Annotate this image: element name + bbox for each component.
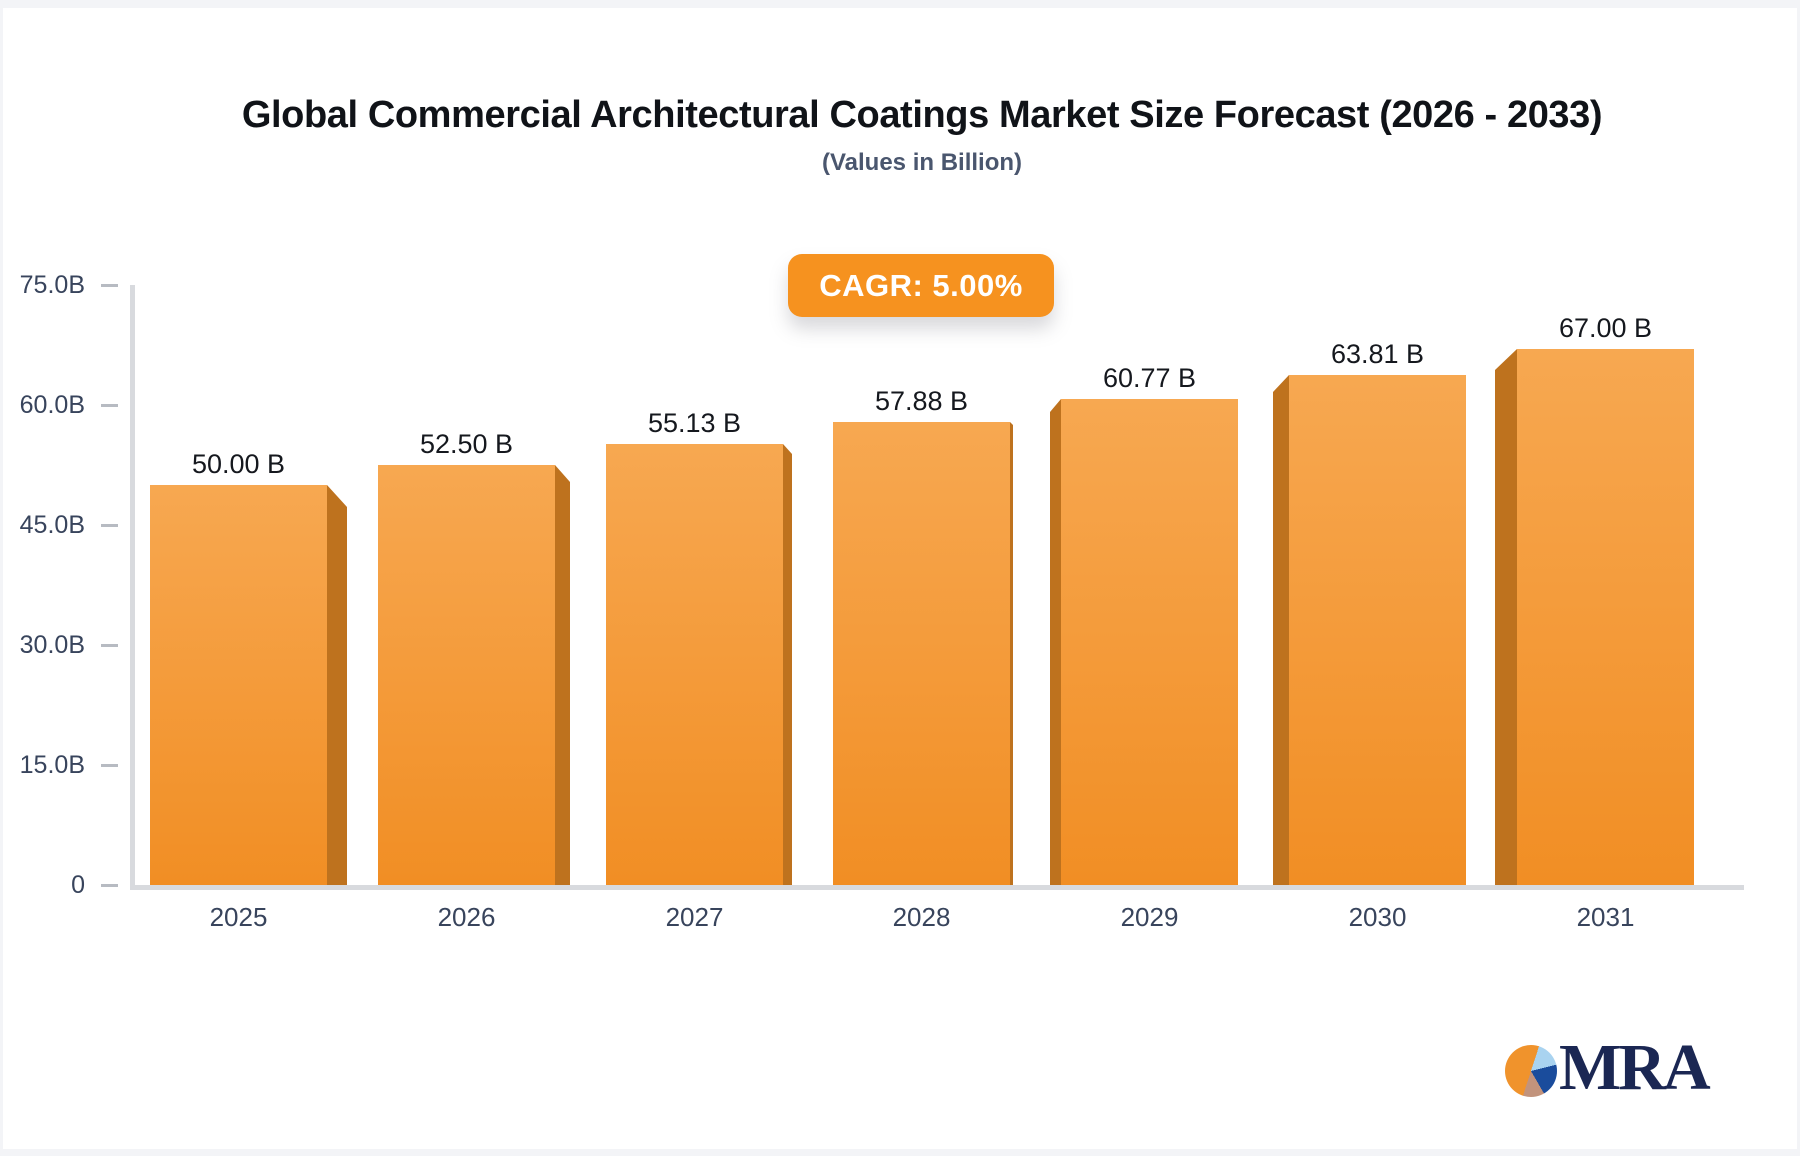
cagr-badge-label: CAGR: 5.00% [819, 267, 1023, 303]
x-tick-label-2029: 2029 [1120, 902, 1179, 932]
bar-side-2028 [1010, 422, 1013, 885]
y-tick-label: 30.0B [19, 631, 85, 659]
bar-value-label-2029: 60.77 B [1102, 363, 1197, 393]
y-tick-mark [101, 524, 118, 527]
bar-2030 [1289, 375, 1466, 885]
x-tick-label-2026: 2026 [437, 902, 496, 932]
bar-2028 [833, 422, 1010, 885]
bar-2026 [378, 465, 555, 885]
bar-value-label-2030: 63.81 B [1330, 339, 1425, 369]
bar-value-label-2028: 57.88 B [874, 386, 969, 416]
x-tick-label-2030: 2030 [1348, 902, 1407, 932]
x-tick-label-2025: 2025 [209, 902, 268, 932]
y-tick-label: 0 [71, 871, 85, 899]
bar-side-2031 [1495, 349, 1517, 885]
bar-side-2029 [1050, 399, 1061, 885]
chart-title: Global Commercial Architectural Coatings… [241, 94, 1603, 136]
bar-value-label-2025: 50.00 B [191, 449, 286, 479]
bar-side-2030 [1273, 375, 1289, 885]
x-tick-label-2027: 2027 [665, 902, 724, 932]
bar-value-label-2026: 52.50 B [419, 429, 514, 459]
logo-text: MRA [1559, 1031, 1711, 1104]
x-tick-label-2028: 2028 [892, 902, 951, 932]
bar-side-2027 [783, 444, 792, 885]
bar-2027 [606, 444, 783, 885]
chart-subtitle: (Values in Billion) [821, 149, 1023, 176]
logo-pie-icon [1505, 1045, 1557, 1097]
bar-2025 [150, 485, 327, 885]
bar-side-2025 [327, 485, 347, 885]
y-tick-mark [101, 884, 118, 887]
bar-side-2026 [555, 465, 570, 885]
y-tick-mark [101, 284, 118, 287]
x-tick-label-2031: 2031 [1576, 902, 1635, 932]
y-axis-line [130, 285, 135, 885]
bar-value-label-2031: 67.00 B [1558, 313, 1653, 343]
x-axis-line [130, 885, 1744, 890]
y-tick-mark [101, 404, 118, 407]
y-tick-label: 45.0B [19, 511, 85, 539]
chart-card: Global Commercial Architectural Coatings… [3, 8, 1797, 1149]
bar-2029 [1061, 399, 1238, 885]
y-tick-mark [101, 644, 118, 647]
bar-value-label-2027: 55.13 B [647, 408, 742, 438]
cagr-badge: CAGR: 5.00% [788, 254, 1054, 317]
logo: MRA [1505, 1030, 1711, 1104]
y-tick-mark [101, 764, 118, 767]
y-tick-label: 60.0B [19, 391, 85, 419]
bar-2031 [1517, 349, 1694, 885]
y-tick-label: 75.0B [19, 271, 85, 299]
y-tick-label: 15.0B [19, 751, 85, 779]
